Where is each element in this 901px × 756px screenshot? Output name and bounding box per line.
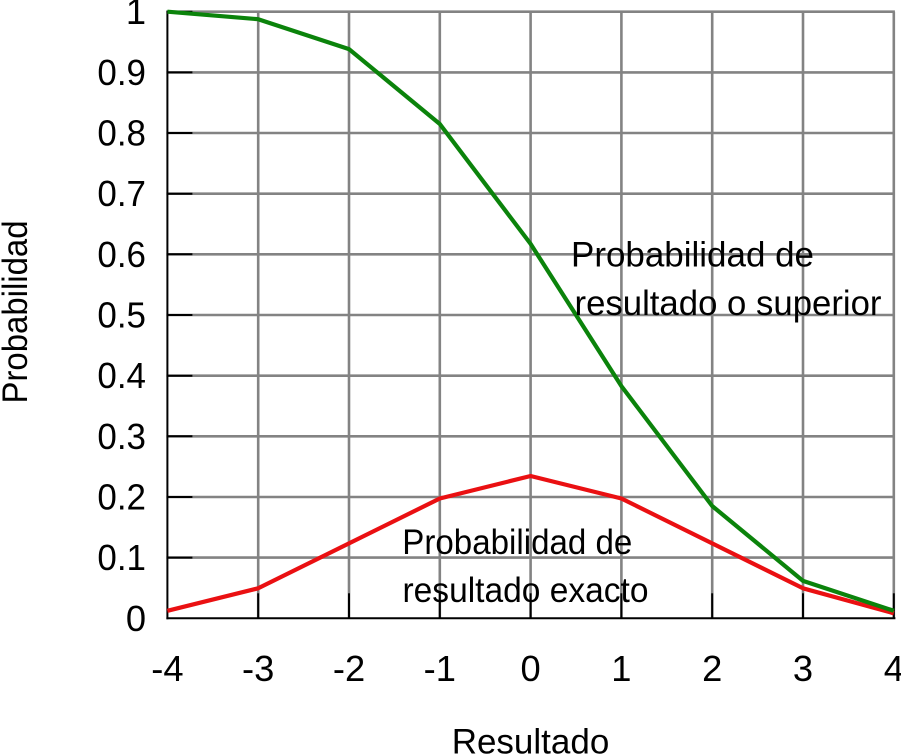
svg-text:0.6: 0.6: [97, 234, 146, 275]
svg-text:0: 0: [521, 648, 541, 689]
svg-text:0.1: 0.1: [97, 537, 146, 578]
svg-text:3: 3: [793, 648, 813, 689]
svg-text:1: 1: [126, 0, 146, 32]
svg-text:-3: -3: [242, 648, 274, 689]
svg-text:0.9: 0.9: [97, 52, 146, 93]
svg-text:-2: -2: [333, 648, 365, 689]
svg-text:Resultado: Resultado: [452, 723, 610, 756]
svg-text:1: 1: [611, 648, 631, 689]
svg-text:0.8: 0.8: [97, 113, 146, 154]
svg-text:resultado exacto: resultado exacto: [403, 571, 649, 610]
svg-text:0.2: 0.2: [97, 477, 146, 518]
svg-text:-4: -4: [151, 648, 183, 689]
svg-text:0.4: 0.4: [97, 355, 146, 396]
svg-text:0.3: 0.3: [97, 416, 146, 457]
svg-text:0.5: 0.5: [97, 295, 146, 336]
svg-text:Probabilidad de: Probabilidad de: [402, 523, 632, 562]
svg-text:0: 0: [126, 598, 146, 639]
svg-text:-1: -1: [424, 648, 456, 689]
svg-text:4: 4: [884, 648, 901, 689]
svg-text:0.7: 0.7: [97, 173, 146, 214]
svg-text:2: 2: [702, 648, 722, 689]
svg-text:resultado o superior: resultado o superior: [575, 284, 882, 323]
svg-text:Probabilidad: Probabilidad: [0, 221, 35, 404]
svg-text:Probabilidad de: Probabilidad de: [571, 236, 814, 275]
